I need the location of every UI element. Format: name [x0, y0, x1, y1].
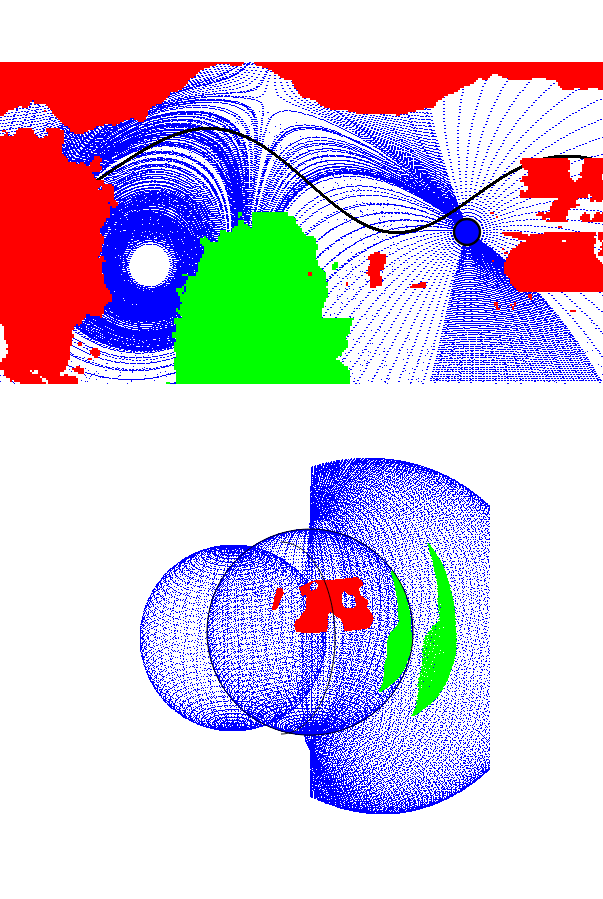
map-projection-canvas — [0, 62, 603, 384]
globe-perspective-canvas — [120, 430, 490, 899]
map-projection-panel — [0, 62, 603, 384]
globe-perspective-panel — [120, 430, 490, 899]
